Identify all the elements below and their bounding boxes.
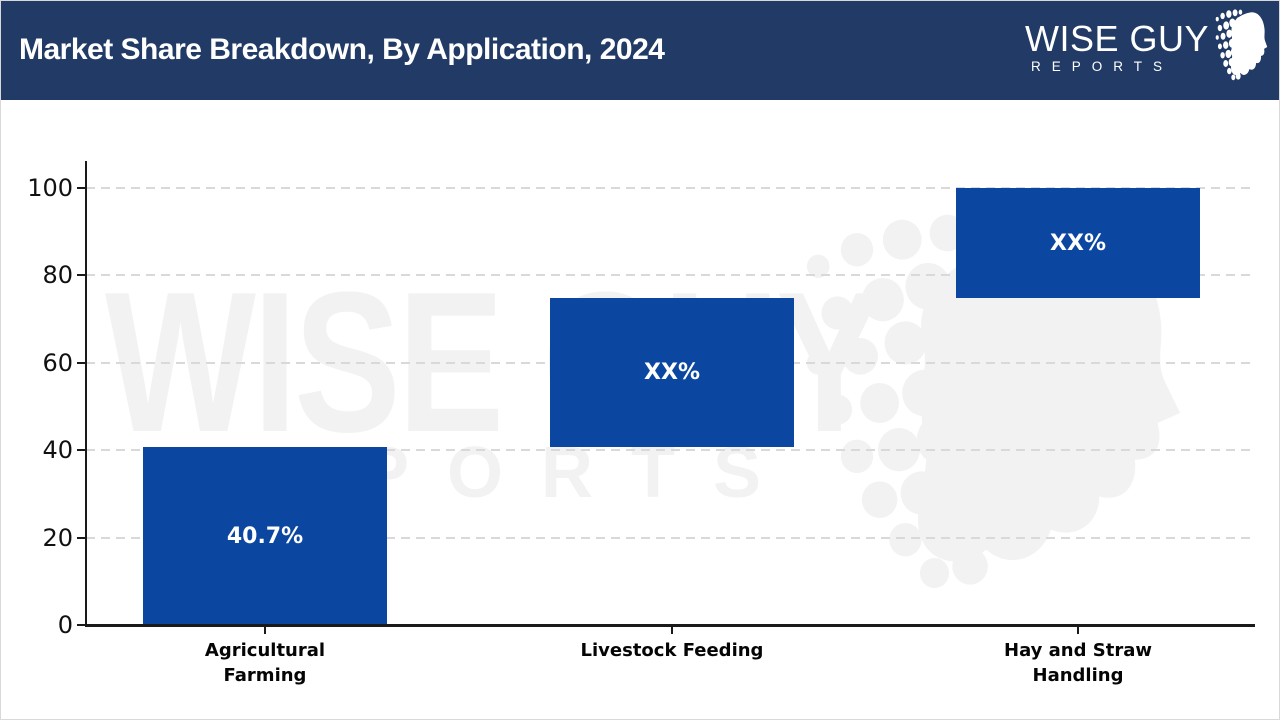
x-tick-label-3: Hay and Straw Handling xyxy=(1004,640,1152,686)
bar-1: 40.7% xyxy=(143,447,387,625)
gridline-40 xyxy=(86,449,1254,452)
x-tick-label-2: Livestock Feeding xyxy=(580,640,764,661)
header: Market Share Breakdown, By Application, … xyxy=(1,1,1279,100)
wiseguy-face-icon xyxy=(1211,9,1269,85)
y-tick-80 xyxy=(77,274,85,277)
bar-value-label: XX% xyxy=(644,360,700,386)
y-tick-label-40: 40 xyxy=(42,436,73,465)
x-tick-3 xyxy=(1077,625,1079,634)
x-tick-1 xyxy=(264,625,266,634)
x-axis-line xyxy=(85,624,1255,627)
gridline-80 xyxy=(86,274,1254,277)
y-tick-0 xyxy=(77,624,85,626)
bar-2: XX% xyxy=(550,298,794,448)
y-tick-20 xyxy=(77,536,85,539)
y-tick-label-60: 60 xyxy=(42,348,73,377)
y-tick-label-80: 80 xyxy=(42,261,73,290)
brand-logo: WISE GUY REPORTS xyxy=(1025,9,1269,85)
y-tick-label-0: 0 xyxy=(57,611,73,639)
y-tick-label-100: 100 xyxy=(27,174,73,202)
y-tick-100 xyxy=(77,187,85,189)
x-tick-2 xyxy=(671,625,673,634)
y-tick-label-20: 20 xyxy=(42,523,73,552)
y-tick-60 xyxy=(77,361,85,364)
bar-value-label: 40.7% xyxy=(226,523,304,549)
page-title: Market Share Breakdown, By Application, … xyxy=(19,33,665,66)
y-axis-line xyxy=(85,161,87,627)
gridline-20 xyxy=(86,536,1254,539)
logo-wordmark: WISE GUY xyxy=(1024,17,1209,59)
gridline-100 xyxy=(86,187,1254,189)
y-tick-40 xyxy=(77,449,85,452)
x-tick-label-1: Agricultural Farming xyxy=(204,640,326,686)
bar-value-label: XX% xyxy=(1050,230,1106,256)
logo-text: WISE GUY REPORTS xyxy=(1024,17,1209,75)
logo-subtitle: REPORTS xyxy=(1030,59,1173,75)
bar-3: XX% xyxy=(956,188,1200,299)
